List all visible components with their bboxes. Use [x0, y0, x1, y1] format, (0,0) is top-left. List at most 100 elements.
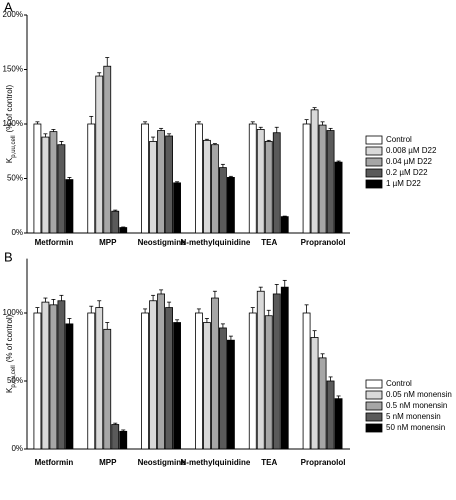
legend-label: 5 nM monensin — [386, 412, 441, 421]
bar — [318, 357, 327, 450]
x-tick-label: Metformin — [35, 458, 74, 467]
x-tick-label: MPP — [99, 238, 117, 247]
legend-swatch — [365, 146, 383, 156]
y-axis-label: Kp,uu,cell (% of control) — [5, 314, 16, 393]
error-bar — [258, 126, 263, 130]
error-bar — [320, 353, 325, 358]
error-bar — [159, 289, 164, 294]
bar — [227, 339, 235, 450]
legend-label: 1 µM D22 — [386, 179, 421, 188]
error-bar — [43, 297, 48, 303]
legend-swatch — [365, 179, 383, 189]
legend-swatch — [365, 423, 383, 433]
x-tick-label: Metformin — [35, 238, 74, 247]
y-label-sub: p,uu,cell — [11, 365, 17, 387]
error-bar — [304, 119, 309, 124]
error-bar — [266, 139, 271, 142]
legend-swatch — [365, 390, 383, 400]
bar — [57, 144, 66, 234]
bar — [280, 216, 289, 234]
error-bar — [159, 127, 164, 131]
error-bar — [113, 209, 118, 212]
bar — [157, 293, 165, 450]
error-bar — [167, 301, 172, 308]
x-tick-label: TEA — [261, 238, 277, 247]
bar — [103, 65, 112, 234]
bar — [165, 135, 173, 234]
bar — [203, 139, 211, 234]
bar — [310, 337, 319, 450]
error-bar — [97, 72, 102, 77]
bar — [195, 123, 203, 234]
bar — [219, 167, 227, 234]
error-bar — [105, 322, 110, 330]
bar — [103, 328, 112, 450]
y-tick-label: 200% — [3, 10, 23, 19]
bar — [95, 75, 104, 234]
x-tick-label: N-methylquinidine — [181, 458, 251, 467]
bar — [111, 210, 120, 234]
error-bar — [304, 304, 309, 313]
bar — [326, 130, 335, 234]
bar — [280, 286, 289, 450]
error-bar — [143, 121, 148, 124]
legend-swatch — [365, 157, 383, 167]
x-tick-label: Neostigmine — [138, 458, 187, 467]
bar — [318, 124, 327, 234]
legend-label: 0.008 µM D22 — [386, 146, 437, 155]
error-bar — [151, 294, 156, 301]
legend-label: Control — [386, 135, 412, 144]
error-bar — [51, 298, 56, 305]
bar — [119, 227, 128, 234]
y-tick-label: 100% — [3, 308, 23, 317]
y-axis-label: Kp,uu,cell (% of control) — [5, 85, 16, 164]
bar — [248, 312, 257, 450]
x-tick-label: Propranolol — [301, 458, 346, 467]
error-bar — [67, 318, 72, 324]
error-bar — [204, 138, 209, 141]
error-bar — [51, 129, 56, 132]
error-bar — [196, 121, 201, 124]
bar — [219, 327, 227, 450]
bar — [310, 109, 319, 234]
bar — [211, 144, 219, 234]
error-bar — [175, 319, 180, 323]
y-tick-label: 50% — [7, 174, 23, 183]
error-bar — [312, 330, 317, 338]
bar — [87, 312, 96, 450]
bar — [41, 136, 50, 234]
error-bar — [97, 300, 102, 308]
error-bar — [175, 181, 180, 183]
error-bar — [266, 309, 271, 316]
error-bar — [143, 308, 148, 313]
legend-swatch — [365, 412, 383, 422]
bar — [256, 290, 265, 450]
bar — [326, 380, 335, 450]
error-bar — [328, 376, 333, 381]
error-bar — [220, 323, 225, 328]
bar — [195, 312, 203, 450]
legend-swatch — [365, 168, 383, 178]
y-label-rest: (% of control) — [5, 85, 14, 133]
error-bar — [59, 294, 64, 301]
bar — [272, 132, 281, 234]
error-bar — [312, 107, 317, 110]
bar — [119, 430, 128, 450]
legend-label: 0.2 µM D22 — [386, 168, 428, 177]
bar — [264, 141, 273, 234]
y-tick-label: 50% — [7, 376, 23, 385]
bar — [87, 123, 96, 234]
x-tick-label: Neostigmine — [138, 238, 187, 247]
bar — [111, 424, 120, 450]
bar — [264, 315, 273, 450]
error-bar — [220, 163, 225, 168]
bar — [302, 312, 311, 450]
x-tick-label: MPP — [99, 458, 117, 467]
error-bar — [59, 141, 64, 145]
panel-label: A — [4, 0, 13, 14]
y-label-rest: (% of control) — [5, 314, 14, 362]
y-tick-label: 0% — [11, 444, 23, 453]
error-bar — [89, 305, 94, 313]
legend-label: 0.5 nM monensin — [386, 401, 447, 410]
x-tick-label: N-methylquinidine — [181, 238, 251, 247]
